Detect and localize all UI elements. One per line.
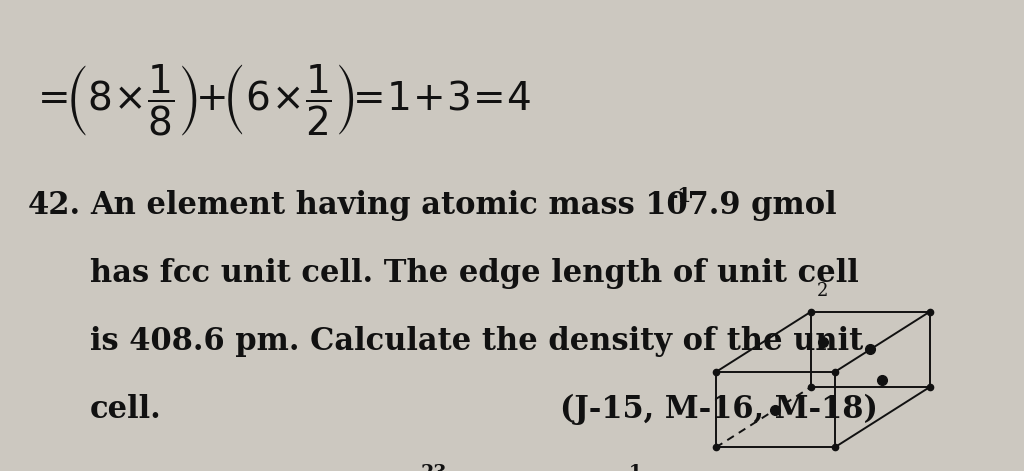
- Text: An element having atomic mass 107.9 gmol: An element having atomic mass 107.9 gmol: [90, 190, 837, 221]
- Text: $=\!\!\left(8\!\times\!\dfrac{1}{8}\right)\!\!+\!\!\left(6\!\times\!\dfrac{1}{2}: $=\!\!\left(8\!\times\!\dfrac{1}{8}\righ…: [30, 62, 530, 138]
- Text: -1: -1: [621, 464, 642, 471]
- Text: (J-15, M-16, M-18): (J-15, M-16, M-18): [560, 394, 878, 425]
- Text: -1: -1: [670, 186, 692, 206]
- Text: is 408.6 pm. Calculate the density of the unit: is 408.6 pm. Calculate the density of th…: [90, 326, 863, 357]
- Text: 42.: 42.: [28, 190, 81, 221]
- Text: 23: 23: [421, 464, 447, 471]
- Text: has fcc unit cell. The edge length of unit cell: has fcc unit cell. The edge length of un…: [90, 258, 859, 289]
- Text: cell.: cell.: [90, 394, 162, 425]
- Text: 2: 2: [817, 282, 828, 300]
